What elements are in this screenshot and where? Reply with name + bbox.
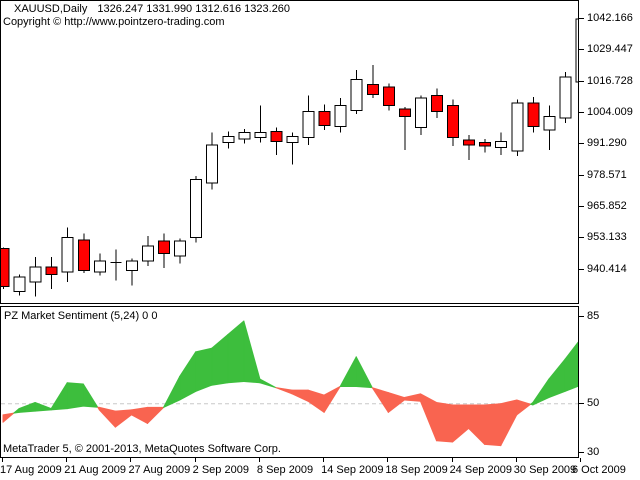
price-scale[interactable]: 1042.166 1029.447 1016.728 1004.009 991.290 9… <box>579 0 640 458</box>
candle <box>543 105 556 150</box>
candle <box>238 128 251 144</box>
time-axis-label: 17 Aug 2009 <box>0 464 62 476</box>
candle <box>61 227 74 282</box>
indicator-name-label: PZ Market Sentiment (5,24) 0 0 <box>4 310 158 322</box>
candle <box>366 64 379 99</box>
price-axis-label: 1016.728 <box>587 75 633 87</box>
time-axis-tick <box>323 458 324 462</box>
time-axis-tick <box>195 458 196 462</box>
candle <box>270 127 283 155</box>
time-scale[interactable]: 17 Aug 2009 21 Aug 2009 27 Aug 2009 2 Sep 2… <box>0 458 640 480</box>
candle <box>1 247 10 290</box>
candle <box>206 132 219 190</box>
price-axis-tick <box>579 143 584 144</box>
indicator-level-label: 85 <box>587 310 600 322</box>
time-axis-tick <box>387 458 388 462</box>
candle <box>29 257 42 297</box>
price-axis-label: 940.414 <box>587 263 627 275</box>
candle <box>93 253 106 276</box>
candle <box>110 249 122 281</box>
price-axis-label: 1029.447 <box>587 43 633 55</box>
candle <box>254 105 267 143</box>
candle <box>174 238 187 264</box>
platform-credit-label: MetaTrader 5, © 2001-2013, MetaQuotes So… <box>3 443 281 455</box>
price-axis-label: 953.133 <box>587 231 627 243</box>
indicator-panel[interactable]: PZ Market Sentiment (5,24) 0 0 MetaTrade… <box>0 306 579 458</box>
candle <box>318 104 331 131</box>
price-axis-label: 965.852 <box>587 200 627 212</box>
candle <box>447 99 460 147</box>
time-axis-tick <box>259 458 260 462</box>
time-axis-label: 21 Aug 2009 <box>64 464 127 476</box>
copyright-label: Copyright © http://www.pointzero-trading… <box>3 16 225 28</box>
time-axis-label: 24 Sep 2009 <box>449 464 512 476</box>
indicator-level-tick <box>579 316 584 317</box>
candle <box>286 132 299 165</box>
time-axis-label: 27 Aug 2009 <box>128 464 191 476</box>
price-axis-label: 978.571 <box>587 169 627 181</box>
candlestick-chart[interactable] <box>1 1 578 303</box>
price-axis-tick <box>579 269 584 270</box>
candle <box>495 132 508 155</box>
time-axis-label: 2 Sep 2009 <box>192 464 249 476</box>
indicator-level-tick <box>579 403 584 404</box>
indicator-level-label: 50 <box>587 397 600 409</box>
time-axis-tick <box>130 458 131 462</box>
time-axis-label: 8 Sep 2009 <box>256 464 314 476</box>
time-axis-tick <box>66 458 67 462</box>
candle <box>479 138 492 153</box>
candle <box>398 106 411 150</box>
indicator-level-tick <box>579 452 584 453</box>
chart-header: XAUUSD,Daily 1326.247 1331.990 1312.616 1… <box>14 3 290 15</box>
symbol-timeframe-label: XAUUSD,Daily <box>14 3 88 15</box>
price-axis-tick <box>579 206 584 207</box>
candle <box>511 99 524 157</box>
time-axis-label: 14 Sep 2009 <box>321 464 384 476</box>
time-axis-label: 18 Sep 2009 <box>385 464 448 476</box>
price-axis-tick <box>579 18 584 19</box>
candle <box>350 69 363 115</box>
price-axis-tick <box>579 81 584 82</box>
candle <box>190 175 203 243</box>
candle <box>414 95 427 136</box>
price-axis-label: 1004.009 <box>587 106 633 118</box>
candle <box>222 131 235 149</box>
candle <box>13 274 26 296</box>
candle <box>142 236 155 266</box>
time-axis-label: 30 Sep 2009 <box>513 464 577 476</box>
candle <box>382 83 395 111</box>
sentiment-indicator-chart[interactable] <box>1 307 578 457</box>
time-axis-tick <box>580 458 581 462</box>
candle <box>334 98 347 133</box>
candle <box>302 95 315 145</box>
candle <box>45 257 58 290</box>
ohlc-quote: 1326.247 1331.990 1312.616 1323.260 <box>97 3 291 15</box>
candle <box>125 258 138 286</box>
price-axis-tick <box>579 175 584 176</box>
main-chart-panel[interactable]: XAUUSD,Daily 1326.247 1331.990 1312.616 1… <box>0 0 579 304</box>
indicator-level-label: 30 <box>587 446 600 458</box>
time-axis-tick <box>452 458 453 462</box>
time-axis-label: 6 Oct 2009 <box>572 464 626 476</box>
time-axis-tick <box>516 458 517 462</box>
price-axis-label: 1042.166 <box>587 12 633 24</box>
price-axis-tick <box>579 49 584 50</box>
price-axis-tick <box>579 237 584 238</box>
price-axis-label: 991.290 <box>587 137 627 149</box>
candle <box>463 135 476 160</box>
price-axis-tick <box>579 112 584 113</box>
candle <box>527 96 540 133</box>
candle <box>559 72 572 123</box>
candle <box>77 233 90 274</box>
time-axis-tick <box>2 458 3 462</box>
candle <box>575 18 578 83</box>
candle <box>158 233 171 269</box>
candle <box>431 88 444 118</box>
